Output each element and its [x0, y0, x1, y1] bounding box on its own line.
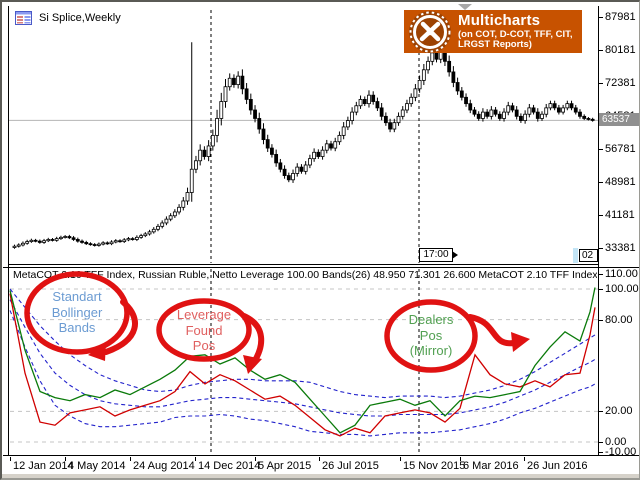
- axis-tick: [598, 411, 603, 412]
- axis-tick: [460, 457, 461, 461]
- axis-tick: [598, 149, 603, 150]
- left-border: [8, 6, 9, 456]
- axis-tick: [598, 274, 603, 275]
- annotation-dealers-text: Dealers Pos (Mirror): [408, 312, 454, 358]
- symbol-label: Si Splice,Weekly: [15, 11, 121, 25]
- price-axis-label: 87981: [605, 11, 636, 23]
- axis-tick: [598, 289, 603, 290]
- multicharts-logo-icon: [409, 11, 451, 53]
- chart-end-marker-icon: [458, 4, 472, 10]
- date-axis-label: 26 Jul 2015: [322, 460, 379, 472]
- axis-tick: [598, 50, 603, 51]
- axis-tick: [598, 442, 603, 443]
- price-axis-label: 72381: [605, 77, 636, 89]
- price-axis-label: 41181: [605, 209, 635, 221]
- date-axis-label: 6 Mar 2016: [463, 460, 519, 472]
- dealers-annotation-arrowhead: [511, 332, 530, 352]
- indicator-axis-label: 110.00: [605, 268, 638, 280]
- axis-tick: [598, 182, 603, 183]
- axis-tick: [65, 457, 66, 461]
- axis-border: [598, 6, 599, 456]
- axis-tick: [598, 215, 603, 216]
- leverage-annotation-arrowhead: [243, 355, 262, 374]
- time-tag: 17:00: [419, 248, 458, 262]
- current-price-badge: 63537: [599, 113, 639, 126]
- axis-tick: [524, 457, 525, 461]
- axis-tick: [10, 457, 11, 461]
- axis-tick: [195, 457, 196, 461]
- date-axis-label: 12 Jan 2014: [13, 460, 74, 472]
- date-axis-border: [3, 455, 639, 456]
- panel-separator: [3, 267, 639, 268]
- multicharts-banner: Multicharts (on COT, D-COT, TFF, CIT, LR…: [404, 10, 582, 53]
- price-axis-label: 80181: [605, 44, 636, 56]
- axis-tick: [598, 17, 603, 18]
- indicator-axis-label: 0.00: [605, 436, 627, 448]
- date-axis-label: 15 Nov 2015: [403, 460, 466, 472]
- partial-time-tag: 02: [579, 249, 598, 262]
- axis-tick: [319, 457, 320, 461]
- axis-tick: [400, 457, 401, 461]
- date-axis-label: 5 Apr 2015: [258, 460, 312, 472]
- annotation-leverage-text: Leverage Found Pos: [176, 307, 232, 353]
- axis-tick: [598, 320, 603, 321]
- symbol-name: Si Splice,Weekly: [39, 12, 121, 24]
- indicator-axis-label: 20.00: [605, 405, 633, 417]
- price-axis-label: 33381: [605, 242, 636, 254]
- date-axis-label: 14 Dec 2014: [198, 460, 261, 472]
- bollinger-annotation-arrowhead: [88, 343, 106, 361]
- indicator-axis-label: -10.00: [605, 446, 637, 458]
- period-marker: [573, 248, 578, 263]
- main-chart-bottom-border: [8, 264, 599, 265]
- axis-tick: [598, 83, 603, 84]
- banner-title: Multicharts: [458, 11, 541, 29]
- banner-text: Multicharts (on COT, D-COT, TFF, CIT, LR…: [458, 11, 573, 51]
- dealers-annotation-arrow: [467, 314, 517, 347]
- annotation-bollinger-text: Standart Bollinger Bands: [51, 289, 103, 335]
- date-axis-label: 26 Jun 2016: [527, 460, 588, 472]
- indicator-axis-label: 80.00: [605, 314, 633, 326]
- price-axis-label: 56781: [605, 143, 636, 155]
- window-bottom-strip: [2, 474, 639, 478]
- date-axis-label: 24 Aug 2014: [133, 460, 195, 472]
- axis-tick: [255, 457, 256, 461]
- date-axis-label: 4 May 2014: [68, 460, 126, 472]
- banner-subtitle: (on COT, D-COT, TFF, CIT, LRGST Reports): [458, 29, 573, 51]
- indicator-axis-label: 100.00: [605, 283, 639, 295]
- axis-tick: [130, 457, 131, 461]
- axis-tick: [598, 248, 603, 249]
- indicator-header: MetaCOT 2.10 TFF Index, Russian Ruble, N…: [13, 269, 597, 281]
- axis-tick: [598, 452, 603, 453]
- chart-file-icon: [15, 11, 32, 25]
- price-axis-label: 48981: [605, 176, 636, 188]
